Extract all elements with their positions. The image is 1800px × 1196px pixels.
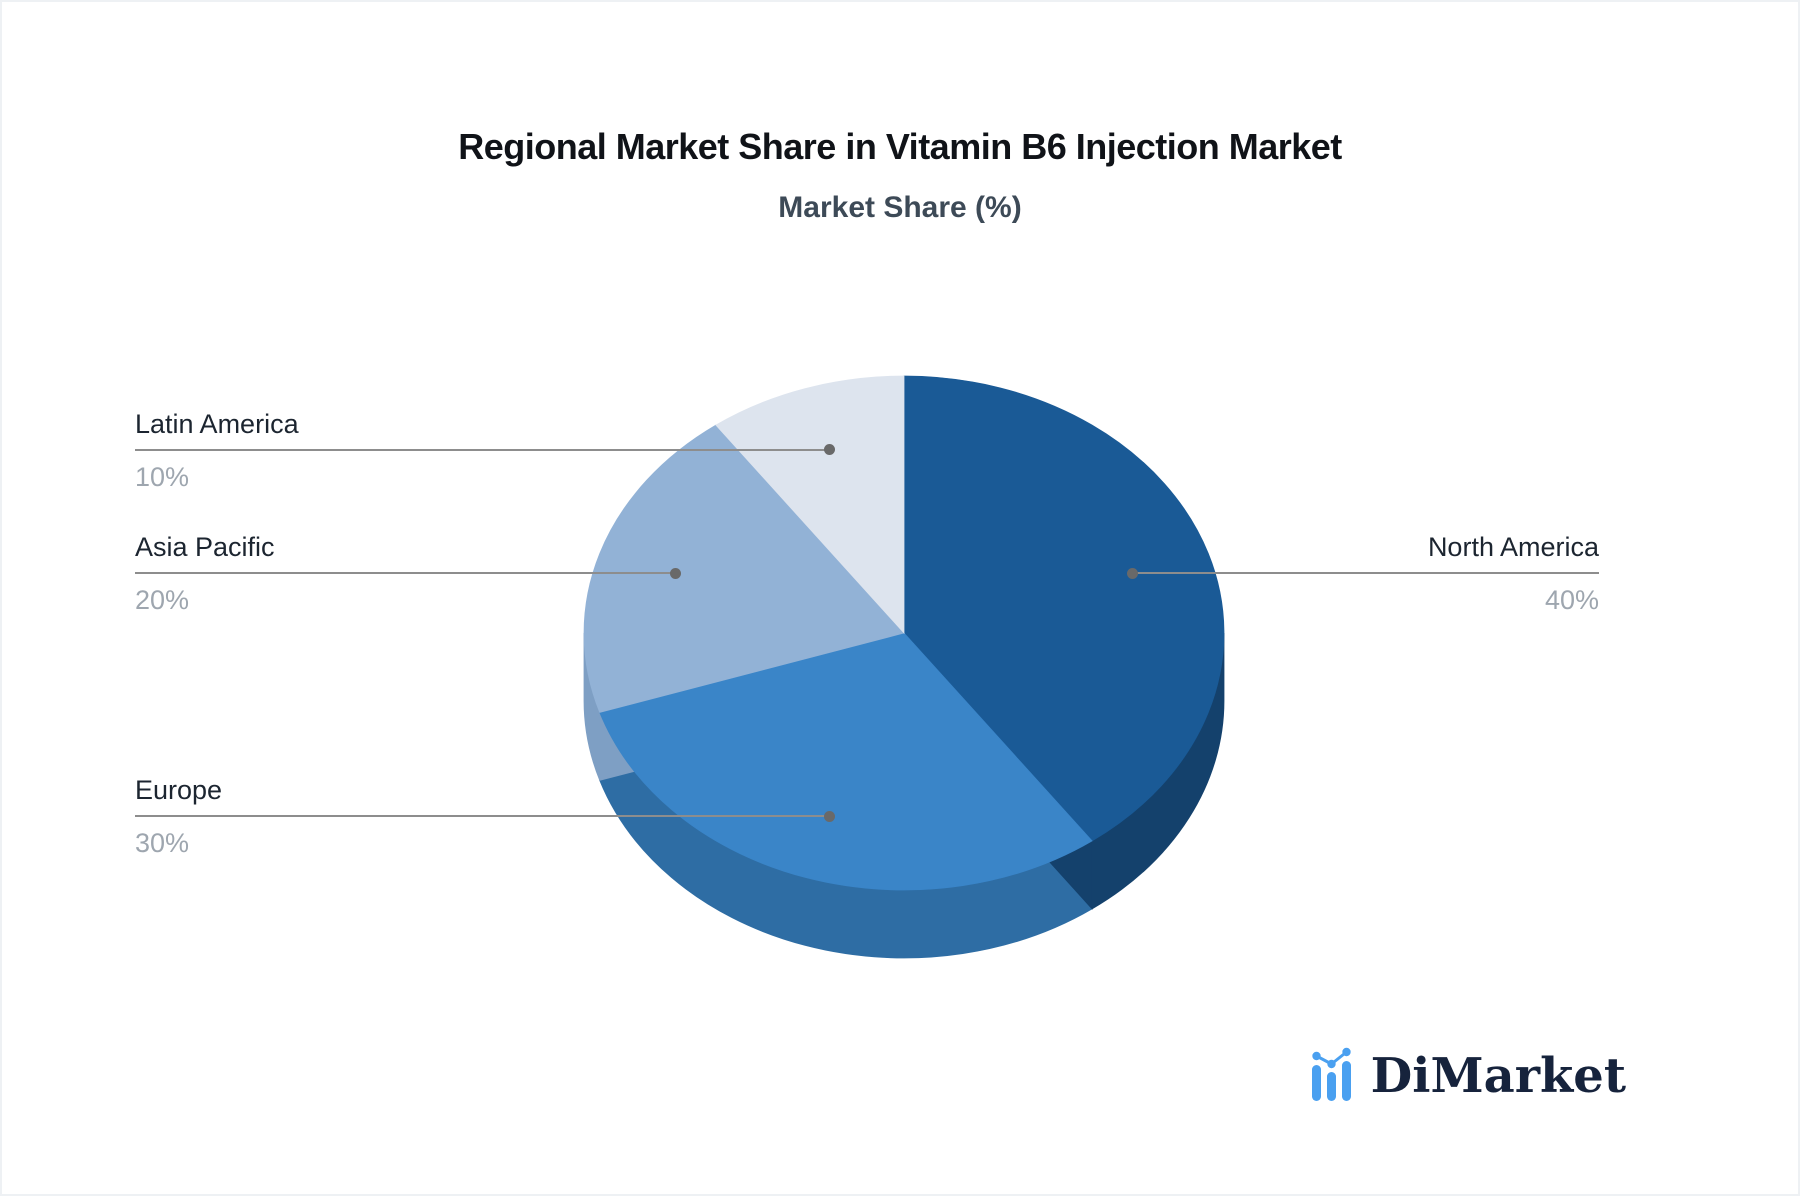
bar-line-chart-icon [1311,1047,1351,1101]
slice-label-latin-america: Latin America [135,408,299,439]
brand-name: DiMarket [1370,1048,1626,1104]
leader-line-asia-pacific [135,572,676,575]
pie-slice-europe [599,632,1093,891]
slice-label-asia-pacific: Asia Pacific [135,532,275,563]
leader-line-north-america [1132,572,1599,575]
pie-slice-north-america [903,375,1225,842]
slice-value-latin-america: 10% [135,461,190,492]
leader-dot-europe [824,810,836,822]
chart-subtitle: Market Share (%) [778,191,1022,224]
slice-label-europe: Europe [135,775,223,806]
leader-dot-asia-pacific [670,567,682,579]
leader-line-latin-america [135,448,830,451]
pie-slice-latin-america [715,375,905,635]
slice-value-north-america: 40% [1544,585,1599,616]
brand-logo: DiMarket [1311,1040,1626,1110]
slice-label-north-america: North America [1427,532,1599,563]
slice-value-europe: 30% [135,828,190,859]
leader-dot-latin-america [824,444,836,456]
leader-line-europe [135,815,830,818]
leader-dot-north-america [1126,567,1138,579]
chart-title: Regional Market Share in Vitamin B6 Inje… [458,126,1342,167]
slice-value-asia-pacific: 20% [135,585,190,616]
